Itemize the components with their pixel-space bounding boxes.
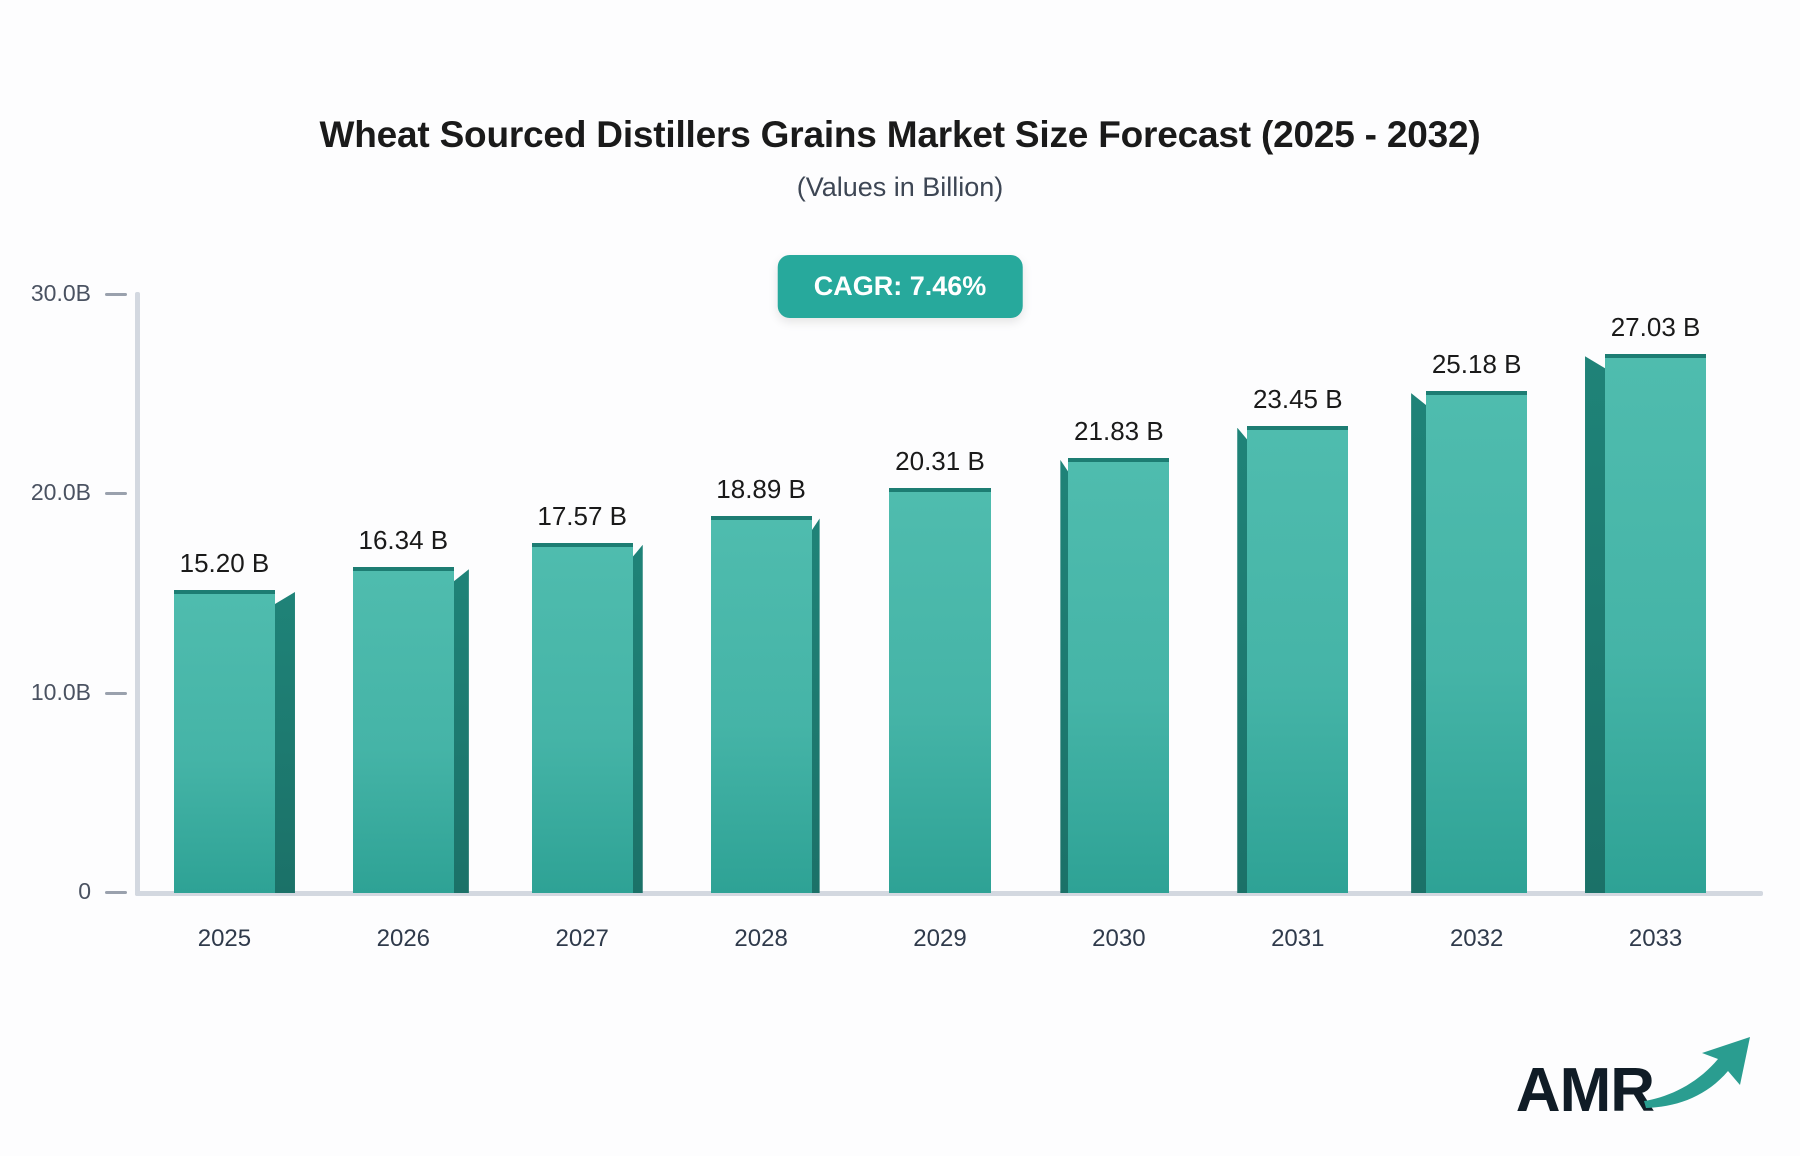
bar-value-label: 18.89 B <box>716 474 806 505</box>
bar-slot: 15.20 B <box>173 295 295 893</box>
bar-front-face <box>531 542 633 893</box>
y-axis-tick-label: 10.0B <box>30 678 91 705</box>
y-axis-line <box>135 292 140 896</box>
bar-slot: 21.83 B <box>1060 295 1170 893</box>
y-axis-tick-mark <box>105 891 127 894</box>
bar-series: 15.20 B 16.34 B 17.57 B 18.89 B 20.31 B 21.83… <box>135 295 1745 893</box>
bar-slot: 16.34 B <box>352 295 469 893</box>
bar[interactable]: 20.31 B <box>889 446 991 893</box>
bar-front-face <box>1426 391 1528 893</box>
x-axis-label: 2030 <box>1092 925 1146 952</box>
bar-slot: 25.18 B <box>1411 295 1528 893</box>
bar-front-face <box>889 488 991 893</box>
bar-value-label: 21.83 B <box>1074 415 1164 446</box>
bar-slot: 18.89 B <box>710 295 820 893</box>
bar[interactable]: 16.34 B <box>352 525 469 893</box>
y-axis-tick-mark <box>105 293 127 296</box>
bar[interactable]: 25.18 B <box>1411 349 1528 893</box>
x-axis-line <box>135 891 1763 896</box>
bar-value-label: 16.34 B <box>358 525 449 556</box>
bar-slot: 20.31 B <box>889 295 991 893</box>
bar-side-face <box>274 592 295 893</box>
bar-slot: 27.03 B <box>1585 295 1707 893</box>
bar-value-label: 23.45 B <box>1252 383 1343 414</box>
bar[interactable]: 27.03 B <box>1585 312 1707 893</box>
bar-slot: 17.57 B <box>531 295 643 893</box>
bar-side-face <box>1060 459 1069 893</box>
bar-value-label: 17.57 B <box>537 500 628 531</box>
x-axis-label: 2027 <box>555 925 609 952</box>
bar[interactable]: 23.45 B <box>1237 384 1349 893</box>
y-axis-tick-label: 30.0B <box>30 280 91 306</box>
x-axis-label: 2025 <box>197 925 252 952</box>
page-title: Wheat Sourced Distillers Grains Market S… <box>319 114 1481 155</box>
bar-side-face <box>453 569 469 893</box>
bar-front-face <box>710 516 812 893</box>
bar-side-face <box>811 518 820 893</box>
bar-side-face <box>1411 393 1427 893</box>
bar[interactable]: 15.20 B <box>173 548 295 893</box>
bar[interactable]: 18.89 B <box>710 474 820 893</box>
bar-slot: 23.45 B <box>1237 295 1349 893</box>
arrow-up-right-swoosh-icon <box>1644 1031 1758 1122</box>
x-axis-label: 2032 <box>1449 925 1504 952</box>
bar-front-face <box>173 590 275 893</box>
x-axis-label: 2029 <box>913 925 967 952</box>
y-axis-tick-mark <box>105 691 127 695</box>
bar[interactable]: 21.83 B <box>1060 416 1170 893</box>
y-axis-tick-label: 20.0B <box>30 479 91 506</box>
bar-side-face <box>632 544 643 893</box>
amr-logo-text: AMR <box>1515 1056 1655 1125</box>
x-axis-label: 2031 <box>1271 925 1325 952</box>
bar-value-label: 20.31 B <box>895 446 985 477</box>
bar[interactable]: 17.57 B <box>531 501 643 893</box>
bar-front-face <box>1605 354 1707 893</box>
cagr-badge: CAGR: 7.46% <box>777 255 1023 318</box>
amr-logo: AMR <box>1516 1036 1758 1122</box>
bar-front-face <box>1247 425 1349 893</box>
y-axis-tick-label: 0 <box>78 878 91 904</box>
bar-value-label: 15.20 B <box>179 548 270 579</box>
bar-value-label: 27.03 B <box>1610 312 1701 343</box>
x-axis-label: 2028 <box>734 925 788 952</box>
bar-side-face <box>1237 427 1248 893</box>
x-axis-label: 2026 <box>376 925 431 952</box>
chart-subtitle: (Values in Billion) <box>796 172 1004 202</box>
bar-front-face <box>1068 457 1170 893</box>
y-axis-tick-mark <box>105 492 127 496</box>
bar-front-face <box>352 567 454 893</box>
bar-side-face <box>1585 356 1606 893</box>
bar-value-label: 25.18 B <box>1431 349 1522 380</box>
x-axis-label: 2033 <box>1628 925 1683 952</box>
